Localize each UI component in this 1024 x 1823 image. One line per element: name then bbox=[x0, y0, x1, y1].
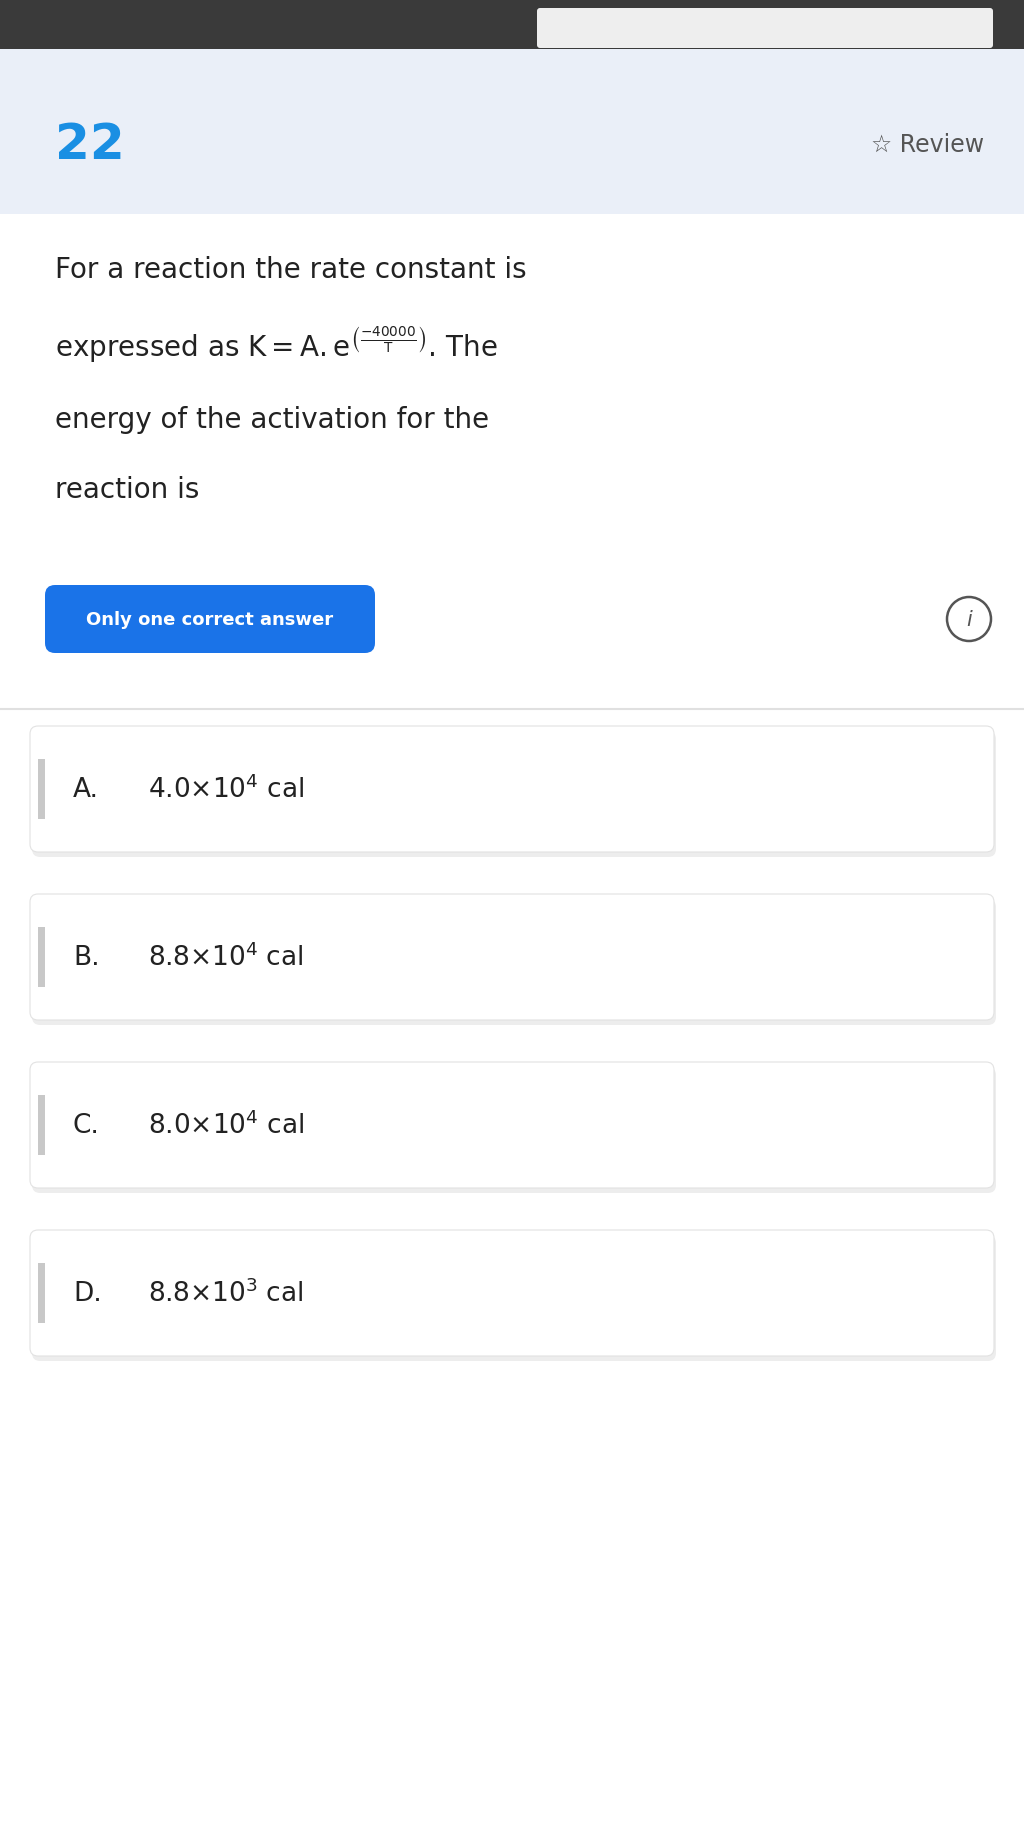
FancyBboxPatch shape bbox=[0, 0, 1024, 49]
FancyBboxPatch shape bbox=[38, 1263, 45, 1323]
FancyBboxPatch shape bbox=[30, 727, 994, 853]
Text: Only one correct answer: Only one correct answer bbox=[86, 611, 334, 629]
Text: B.: B. bbox=[73, 944, 99, 970]
Text: ☆ Review: ☆ Review bbox=[870, 133, 984, 157]
Text: 22: 22 bbox=[55, 120, 125, 170]
FancyBboxPatch shape bbox=[537, 9, 993, 49]
Text: C.: C. bbox=[73, 1112, 100, 1138]
Text: For a reaction the rate constant is: For a reaction the rate constant is bbox=[55, 255, 526, 284]
Text: $8.0 × 10^{4}$ cal: $8.0 × 10^{4}$ cal bbox=[148, 1112, 304, 1139]
FancyBboxPatch shape bbox=[45, 585, 375, 654]
Text: D.: D. bbox=[73, 1280, 101, 1307]
FancyBboxPatch shape bbox=[32, 731, 996, 857]
FancyBboxPatch shape bbox=[32, 1236, 996, 1362]
FancyBboxPatch shape bbox=[30, 895, 994, 1021]
Text: $8.8 × 10^{4}$ cal: $8.8 × 10^{4}$ cal bbox=[148, 942, 303, 972]
FancyBboxPatch shape bbox=[30, 1063, 994, 1189]
Text: A.: A. bbox=[73, 777, 99, 802]
FancyBboxPatch shape bbox=[0, 215, 1024, 1823]
Text: $8.8 × 10^{3}$ cal: $8.8 × 10^{3}$ cal bbox=[148, 1280, 303, 1307]
FancyBboxPatch shape bbox=[38, 760, 45, 820]
Text: reaction is: reaction is bbox=[55, 476, 200, 503]
Text: $4.0 × 10^{4}$ cal: $4.0 × 10^{4}$ cal bbox=[148, 775, 304, 804]
FancyBboxPatch shape bbox=[0, 49, 1024, 215]
FancyBboxPatch shape bbox=[38, 1096, 45, 1156]
Text: expressed as $\mathrm{K} = \mathrm{A.e}^{\left(\frac{-40000}{\mathrm{T}}\right)}: expressed as $\mathrm{K} = \mathrm{A.e}^… bbox=[55, 324, 498, 365]
FancyBboxPatch shape bbox=[38, 928, 45, 988]
Text: i: i bbox=[966, 609, 972, 629]
FancyBboxPatch shape bbox=[32, 1068, 996, 1194]
Text: energy of the activation for the: energy of the activation for the bbox=[55, 407, 489, 434]
FancyBboxPatch shape bbox=[30, 1231, 994, 1356]
FancyBboxPatch shape bbox=[32, 899, 996, 1025]
